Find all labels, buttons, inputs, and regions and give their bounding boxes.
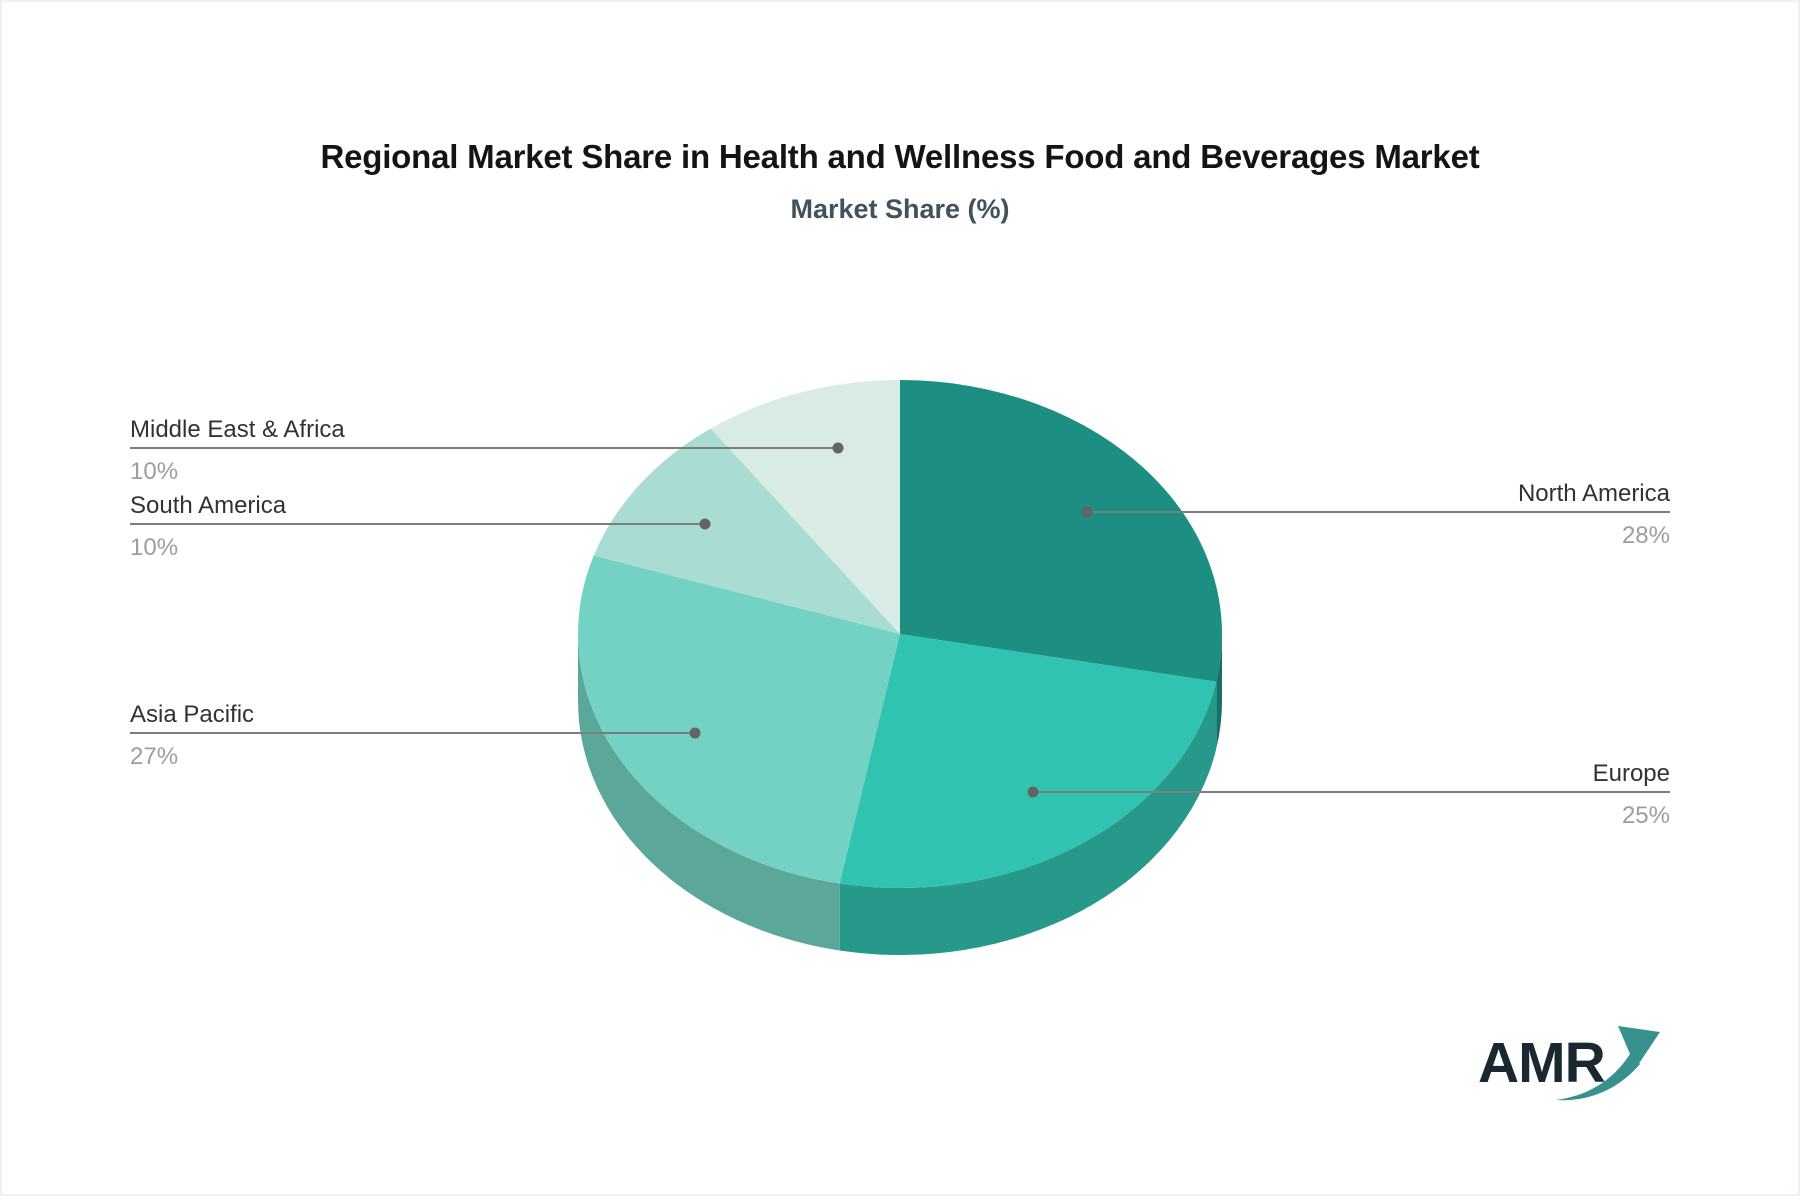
callout-dot-europe xyxy=(1027,786,1039,798)
callout-label-north-america: North America xyxy=(1518,480,1671,507)
chart-title: Regional Market Share in Health and Well… xyxy=(320,138,1480,175)
callout-label-south-america: South America xyxy=(130,492,287,519)
callout-dot-middle-east-africa xyxy=(832,442,844,454)
pie-slice-north-america[interactable] xyxy=(900,380,1222,682)
callout-dot-north-america xyxy=(1081,506,1093,518)
callout-value-europe: 25% xyxy=(1622,802,1670,829)
chart-subtitle: Market Share (%) xyxy=(790,194,1010,224)
amr-logo-text: AMR xyxy=(1478,1031,1606,1095)
amr-logo: AMR xyxy=(1478,1026,1678,1140)
callout-dot-asia-pacific xyxy=(689,727,701,739)
pie-slice-europe[interactable] xyxy=(839,634,1217,888)
callout-value-middle-east-africa: 10% xyxy=(130,458,178,485)
callout-value-south-america: 10% xyxy=(130,534,178,561)
callout-value-asia-pacific: 27% xyxy=(130,743,178,770)
callout-label-middle-east-africa: Middle East & Africa xyxy=(130,416,345,443)
amr-logo-arrow-icon xyxy=(1556,1026,1660,1101)
callout-dot-south-america xyxy=(699,518,711,530)
pie-slice-wall-europe xyxy=(839,681,1217,955)
pie-slice-middle-east-africa[interactable] xyxy=(710,380,900,634)
callout-label-europe: Europe xyxy=(1593,760,1670,787)
pie-slice-asia-pacific[interactable] xyxy=(577,555,900,884)
callout-value-north-america: 28% xyxy=(1622,522,1670,549)
pie-slice-south-america[interactable] xyxy=(593,428,900,634)
pie-slice-wall-asia-pacific xyxy=(578,634,840,951)
pie-slice-wall-north-america xyxy=(1216,634,1222,749)
callout-label-asia-pacific: Asia Pacific xyxy=(130,701,254,728)
